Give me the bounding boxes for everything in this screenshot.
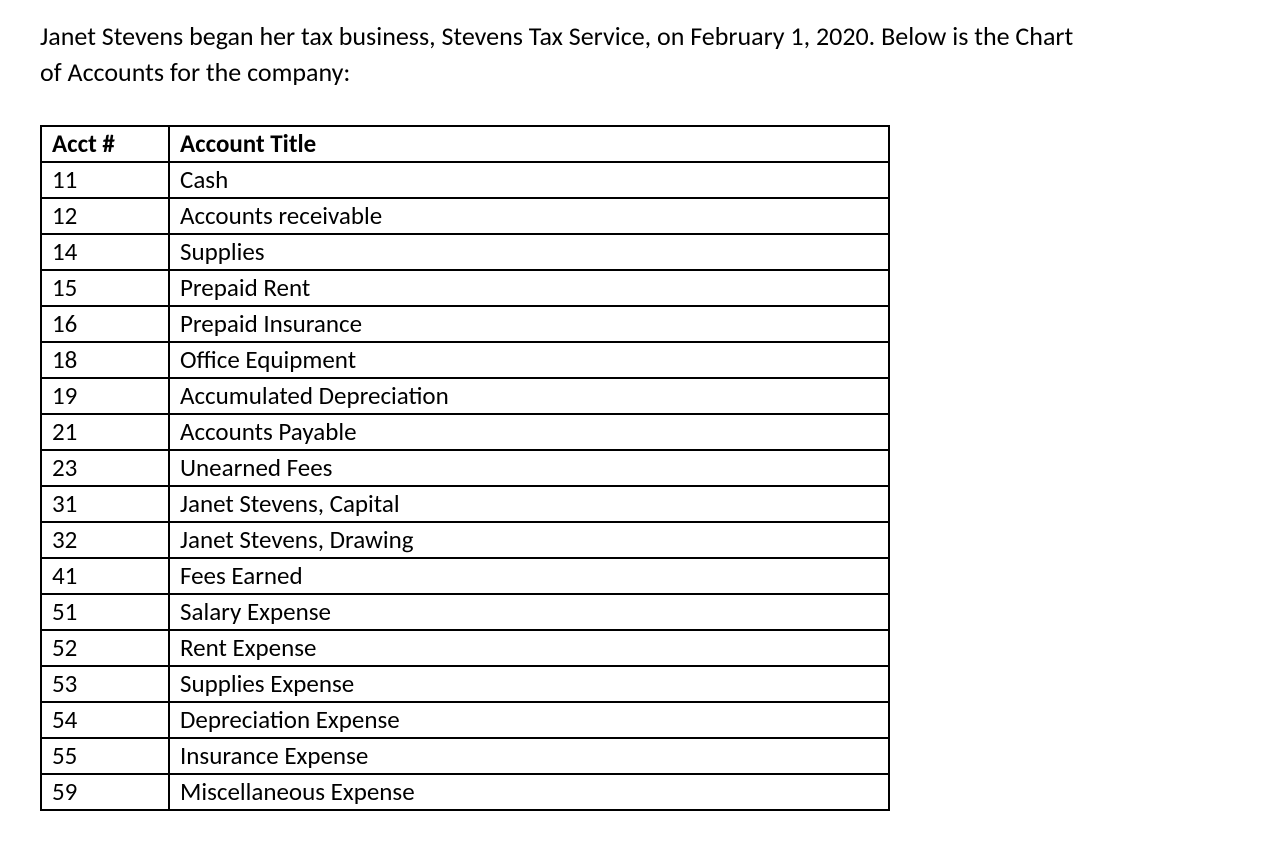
cell-acct-number: 31 bbox=[41, 486, 169, 522]
table-row: 15 Prepaid Rent bbox=[41, 270, 889, 306]
cell-account-title: Fees Earned bbox=[169, 558, 889, 594]
cell-acct-number: 14 bbox=[41, 234, 169, 270]
cell-acct-number: 41 bbox=[41, 558, 169, 594]
cell-account-title: Janet Stevens, Drawing bbox=[169, 522, 889, 558]
cell-account-title: Janet Stevens, Capital bbox=[169, 486, 889, 522]
cell-acct-number: 18 bbox=[41, 342, 169, 378]
table-row: 23 Unearned Fees bbox=[41, 450, 889, 486]
table-row: 12 Accounts receivable bbox=[41, 198, 889, 234]
header-account-title: Account Title bbox=[169, 126, 889, 162]
cell-account-title: Supplies bbox=[169, 234, 889, 270]
table-row: 55 Insurance Expense bbox=[41, 738, 889, 774]
cell-acct-number: 32 bbox=[41, 522, 169, 558]
table-row: 14 Supplies bbox=[41, 234, 889, 270]
table-row: 31 Janet Stevens, Capital bbox=[41, 486, 889, 522]
cell-acct-number: 59 bbox=[41, 774, 169, 810]
cell-account-title: Office Equipment bbox=[169, 342, 889, 378]
cell-acct-number: 55 bbox=[41, 738, 169, 774]
cell-acct-number: 19 bbox=[41, 378, 169, 414]
cell-account-title: Accounts Payable bbox=[169, 414, 889, 450]
cell-acct-number: 21 bbox=[41, 414, 169, 450]
cell-acct-number: 54 bbox=[41, 702, 169, 738]
header-acct-number: Acct # bbox=[41, 126, 169, 162]
table-row: 32 Janet Stevens, Drawing bbox=[41, 522, 889, 558]
cell-acct-number: 15 bbox=[41, 270, 169, 306]
cell-account-title: Unearned Fees bbox=[169, 450, 889, 486]
table-row: 11 Cash bbox=[41, 162, 889, 198]
cell-account-title: Depreciation Expense bbox=[169, 702, 889, 738]
cell-account-title: Accounts receivable bbox=[169, 198, 889, 234]
cell-account-title: Cash bbox=[169, 162, 889, 198]
table-row: 54 Depreciation Expense bbox=[41, 702, 889, 738]
table-row: 19 Accumulated Depreciation bbox=[41, 378, 889, 414]
intro-paragraph: Janet Stevens began her tax business, St… bbox=[40, 18, 1200, 91]
cell-account-title: Miscellaneous Expense bbox=[169, 774, 889, 810]
cell-acct-number: 16 bbox=[41, 306, 169, 342]
cell-account-title: Insurance Expense bbox=[169, 738, 889, 774]
chart-of-accounts-table: Acct # Account Title 11 Cash 12 Accounts… bbox=[40, 125, 890, 811]
cell-acct-number: 53 bbox=[41, 666, 169, 702]
table-body: 11 Cash 12 Accounts receivable 14 Suppli… bbox=[41, 162, 889, 810]
cell-account-title: Rent Expense bbox=[169, 630, 889, 666]
intro-line-1: Janet Stevens began her tax business, St… bbox=[40, 20, 1073, 52]
cell-acct-number: 51 bbox=[41, 594, 169, 630]
cell-account-title: Accumulated Depreciation bbox=[169, 378, 889, 414]
table-header-row: Acct # Account Title bbox=[41, 126, 889, 162]
cell-acct-number: 11 bbox=[41, 162, 169, 198]
cell-acct-number: 12 bbox=[41, 198, 169, 234]
cell-account-title: Prepaid Insurance bbox=[169, 306, 889, 342]
cell-account-title: Prepaid Rent bbox=[169, 270, 889, 306]
table-row: 18 Office Equipment bbox=[41, 342, 889, 378]
table-row: 59 Miscellaneous Expense bbox=[41, 774, 889, 810]
cell-acct-number: 52 bbox=[41, 630, 169, 666]
table-row: 53 Supplies Expense bbox=[41, 666, 889, 702]
table-row: 21 Accounts Payable bbox=[41, 414, 889, 450]
table-row: 41 Fees Earned bbox=[41, 558, 889, 594]
intro-line-2: of Accounts for the company: bbox=[40, 56, 350, 88]
table-row: 51 Salary Expense bbox=[41, 594, 889, 630]
table-row: 52 Rent Expense bbox=[41, 630, 889, 666]
cell-acct-number: 23 bbox=[41, 450, 169, 486]
cell-account-title: Supplies Expense bbox=[169, 666, 889, 702]
table-row: 16 Prepaid Insurance bbox=[41, 306, 889, 342]
cell-account-title: Salary Expense bbox=[169, 594, 889, 630]
